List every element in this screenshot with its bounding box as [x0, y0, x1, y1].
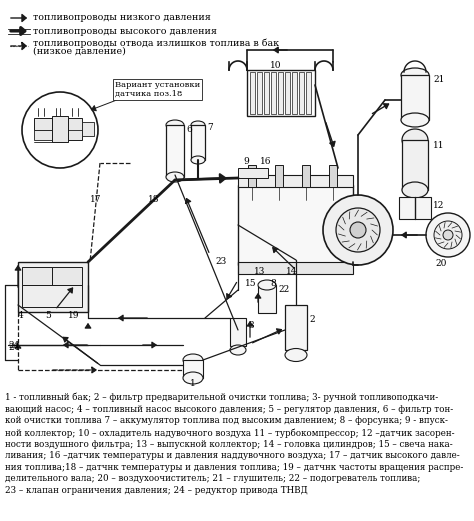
Bar: [34, 130, 52, 140]
Bar: [166, 125, 184, 177]
Bar: [22, 267, 52, 285]
Bar: [285, 72, 290, 114]
Bar: [82, 122, 94, 136]
Bar: [18, 262, 88, 312]
Bar: [401, 75, 429, 120]
Text: 4: 4: [18, 311, 24, 319]
Text: 1: 1: [190, 379, 196, 389]
Ellipse shape: [166, 172, 184, 182]
Text: 16: 16: [260, 157, 272, 167]
Text: 5: 5: [45, 311, 51, 319]
Text: топливопроводы низкого давления: топливопроводы низкого давления: [33, 14, 211, 22]
Ellipse shape: [285, 349, 307, 362]
Ellipse shape: [401, 113, 429, 127]
Circle shape: [350, 222, 366, 238]
Bar: [402, 140, 428, 190]
Text: 10: 10: [270, 61, 282, 70]
Bar: [238, 262, 353, 274]
Bar: [183, 360, 203, 378]
Text: 23: 23: [215, 257, 226, 267]
Bar: [250, 72, 255, 114]
Bar: [306, 72, 311, 114]
Text: 15: 15: [245, 279, 256, 288]
Text: топливопроводы высокого давления: топливопроводы высокого давления: [33, 27, 217, 35]
Ellipse shape: [402, 129, 428, 151]
Bar: [52, 116, 68, 142]
Ellipse shape: [166, 120, 184, 130]
Bar: [271, 72, 276, 114]
Bar: [52, 267, 82, 285]
Text: 1 - топливный бак; 2 – фильтр предварительной очистки топлива; 3- ручной топливо: 1 - топливный бак; 2 – фильтр предварите…: [5, 393, 464, 495]
Text: 18: 18: [148, 195, 159, 205]
Bar: [191, 125, 205, 160]
Circle shape: [336, 208, 380, 252]
Bar: [238, 168, 268, 178]
Ellipse shape: [402, 182, 428, 198]
Bar: [292, 72, 297, 114]
Bar: [257, 72, 262, 114]
Bar: [285, 305, 307, 350]
Ellipse shape: [191, 156, 205, 164]
Bar: [248, 165, 256, 187]
Text: 22: 22: [278, 286, 289, 294]
Bar: [68, 118, 82, 140]
Ellipse shape: [191, 121, 205, 129]
Text: 14: 14: [286, 267, 298, 277]
Ellipse shape: [258, 280, 276, 290]
Text: 17: 17: [90, 195, 101, 205]
Text: 12: 12: [433, 201, 444, 209]
Circle shape: [22, 92, 98, 168]
Text: 19: 19: [68, 311, 80, 319]
Text: 20: 20: [435, 258, 447, 267]
Ellipse shape: [401, 68, 429, 82]
Circle shape: [323, 195, 393, 265]
Bar: [230, 318, 246, 346]
Bar: [247, 70, 315, 116]
Text: 6: 6: [186, 126, 192, 134]
Text: Вариант установки
датчика поз.18: Вариант установки датчика поз.18: [115, 81, 200, 98]
Bar: [329, 165, 337, 187]
Bar: [299, 72, 304, 114]
Bar: [278, 72, 283, 114]
Bar: [238, 185, 353, 265]
Text: 3: 3: [248, 320, 254, 329]
Circle shape: [426, 213, 470, 257]
Text: 2: 2: [309, 316, 315, 325]
Text: 8: 8: [270, 279, 276, 288]
Text: 21: 21: [433, 76, 444, 84]
Circle shape: [443, 230, 453, 240]
Bar: [258, 285, 276, 313]
Text: 11: 11: [433, 141, 445, 150]
Circle shape: [434, 221, 462, 249]
Ellipse shape: [183, 372, 203, 384]
Bar: [275, 165, 283, 187]
Text: 24: 24: [8, 343, 19, 353]
Bar: [399, 197, 431, 219]
Bar: [302, 165, 310, 187]
Text: 9: 9: [243, 157, 249, 167]
Ellipse shape: [230, 345, 246, 355]
Ellipse shape: [183, 354, 203, 366]
Bar: [34, 118, 52, 130]
Bar: [22, 285, 82, 307]
Text: 24: 24: [8, 341, 19, 350]
Text: 7: 7: [207, 123, 213, 132]
Text: топливопроводы отвода излишков топлива в бак: топливопроводы отвода излишков топлива в…: [33, 38, 279, 48]
Bar: [264, 72, 269, 114]
Bar: [238, 175, 353, 187]
Text: 13: 13: [255, 267, 266, 277]
Text: (низкое давление): (низкое давление): [33, 46, 126, 56]
